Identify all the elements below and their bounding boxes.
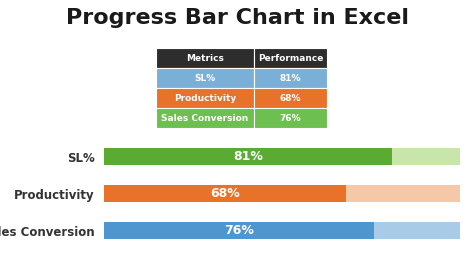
Text: 81%: 81% (233, 150, 263, 163)
Text: SL%: SL% (194, 74, 216, 83)
FancyBboxPatch shape (254, 48, 327, 68)
Bar (104, 185, 346, 202)
FancyBboxPatch shape (156, 48, 254, 68)
Text: 76%: 76% (280, 114, 301, 123)
Bar (104, 148, 392, 165)
FancyBboxPatch shape (254, 108, 327, 128)
Bar (104, 148, 460, 165)
Text: 81%: 81% (280, 74, 301, 83)
Bar (104, 222, 460, 239)
Text: 68%: 68% (280, 94, 301, 103)
Text: Progress Bar Chart in Excel: Progress Bar Chart in Excel (65, 8, 409, 28)
FancyBboxPatch shape (254, 68, 327, 88)
Text: Productivity: Productivity (174, 94, 236, 103)
Bar (104, 185, 460, 202)
Text: Performance: Performance (258, 54, 323, 62)
Text: 76%: 76% (224, 224, 255, 237)
Text: Metrics: Metrics (186, 54, 224, 62)
FancyBboxPatch shape (156, 88, 254, 108)
FancyBboxPatch shape (156, 68, 254, 88)
FancyBboxPatch shape (156, 108, 254, 128)
FancyBboxPatch shape (254, 88, 327, 108)
Bar (104, 222, 374, 239)
Text: 68%: 68% (210, 187, 240, 200)
Text: Sales Conversion: Sales Conversion (162, 114, 249, 123)
